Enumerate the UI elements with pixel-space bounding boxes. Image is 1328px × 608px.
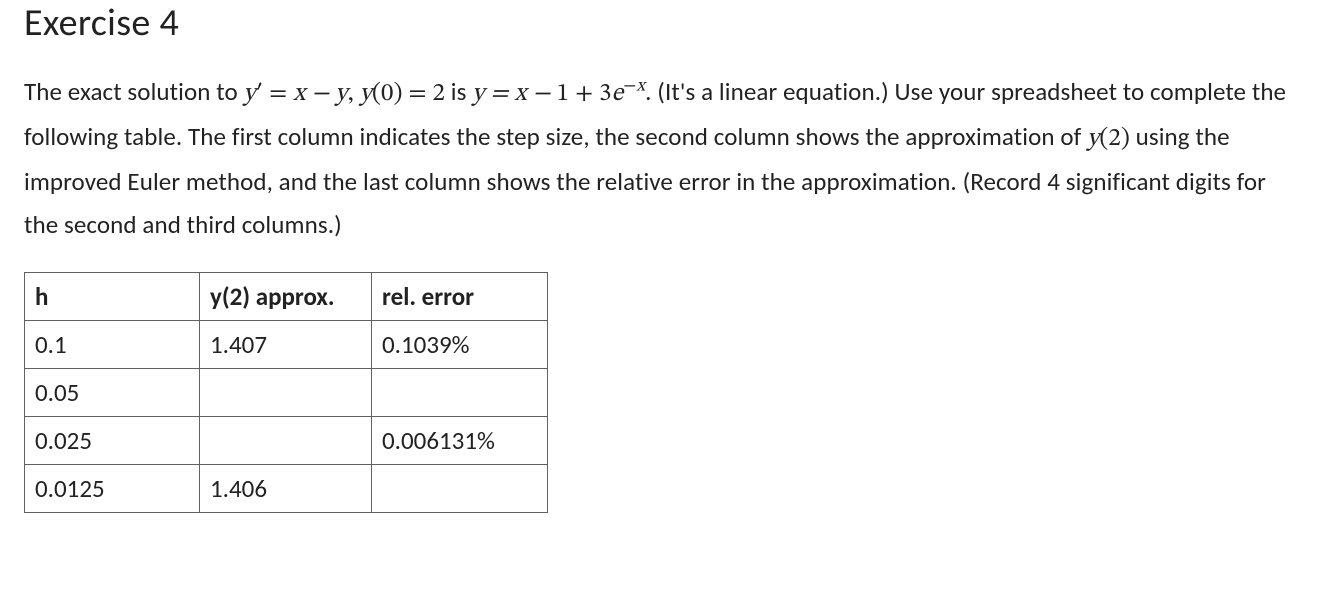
eq-comma: , bbox=[348, 81, 360, 106]
header-err: rel. error bbox=[372, 273, 548, 321]
eq2-lhs: y = x − bbox=[472, 81, 556, 106]
eq2-exp-neg: − bbox=[623, 78, 636, 96]
text-part-2: is bbox=[445, 76, 472, 107]
problem-statement: The exact solution to y′ = x − y, y(0) =… bbox=[24, 70, 1304, 246]
header-h: h bbox=[25, 273, 200, 321]
exercise-title: Exercise 4 bbox=[24, 0, 1304, 46]
eq-equals: = bbox=[263, 81, 293, 106]
eq2-exp-x: x bbox=[636, 78, 645, 96]
eq2-e: e bbox=[612, 81, 624, 106]
eq3-arg: (2) bbox=[1099, 126, 1130, 151]
cell-y: 1.407 bbox=[200, 321, 372, 369]
eq-y0: y bbox=[360, 81, 372, 106]
eq-rhs: x − y bbox=[293, 81, 347, 106]
table-row: 0.0125 1.406 bbox=[25, 465, 548, 513]
cell-h: 0.1 bbox=[25, 321, 200, 369]
cell-h: 0.025 bbox=[25, 417, 200, 465]
equation-solution: y = x − 1 + 3e−x bbox=[472, 81, 645, 106]
table-row: 0.1 1.407 0.1039% bbox=[25, 321, 548, 369]
cell-y: 1.406 bbox=[200, 465, 372, 513]
cell-y bbox=[200, 417, 372, 465]
eq2-const: 1 + 3 bbox=[557, 81, 612, 106]
cell-h: 0.05 bbox=[25, 369, 200, 417]
equation-ode: y′ = x − y, y(0) = 2 bbox=[244, 81, 446, 106]
eq-initial: (0) = 2 bbox=[372, 81, 445, 106]
table-header-row: h y(2) approx. rel. error bbox=[25, 273, 548, 321]
results-table: h y(2) approx. rel. error 0.1 1.407 0.10… bbox=[24, 272, 548, 513]
text-part-1: The exact solution to bbox=[24, 76, 244, 107]
table-row: 0.05 bbox=[25, 369, 548, 417]
equation-y2: y(2) bbox=[1087, 126, 1130, 151]
table-row: 0.025 0.006131% bbox=[25, 417, 548, 465]
cell-err: 0.006131% bbox=[372, 417, 548, 465]
cell-err bbox=[372, 465, 548, 513]
eq-y: y bbox=[244, 81, 256, 106]
cell-h: 0.0125 bbox=[25, 465, 200, 513]
header-y: y(2) approx. bbox=[200, 273, 372, 321]
cell-err: 0.1039% bbox=[372, 321, 548, 369]
cell-y bbox=[200, 369, 372, 417]
eq3-y: y bbox=[1087, 126, 1099, 151]
cell-err bbox=[372, 369, 548, 417]
